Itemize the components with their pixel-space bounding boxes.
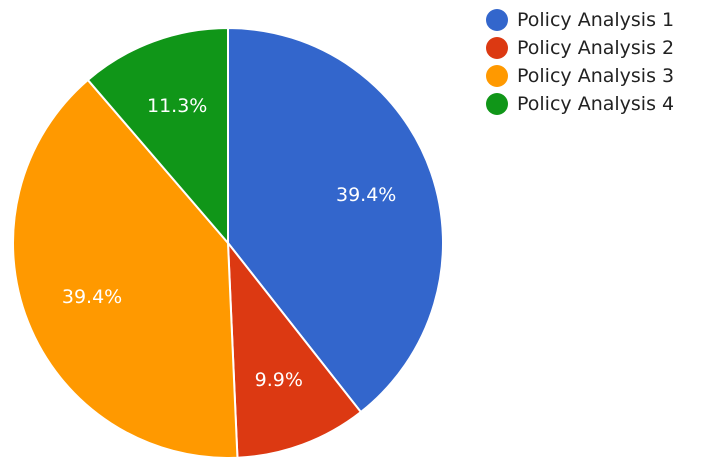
legend-item-2[interactable]: Policy Analysis 2	[486, 37, 674, 59]
legend-item-3[interactable]: Policy Analysis 3	[486, 65, 674, 87]
legend-label-1: Policy Analysis 1	[517, 9, 674, 31]
slice-label-2: 9.9%	[255, 369, 303, 391]
pie-slice-3[interactable]	[12, 78, 239, 457]
legend-swatch-4	[486, 93, 508, 115]
legend-label-4: Policy Analysis 4	[517, 93, 674, 115]
slice-label-1: 39.4%	[336, 184, 396, 206]
slice-label-3: 39.4%	[62, 286, 122, 308]
legend-swatch-1	[486, 9, 508, 31]
legend-item-4[interactable]: Policy Analysis 4	[486, 93, 674, 115]
legend-swatch-2	[486, 37, 508, 59]
pie-slice-labels: 39.4% 9.9% 39.4% 11.3%	[62, 95, 396, 391]
legend: Policy Analysis 1 Policy Analysis 2 Policy…	[486, 9, 674, 115]
legend-label-2: Policy Analysis 2	[517, 37, 674, 59]
legend-item-1[interactable]: Policy Analysis 1	[486, 9, 674, 31]
pie-slices	[12, 26, 444, 457]
legend-swatch-3	[486, 65, 508, 87]
pie-slice-1[interactable]	[227, 26, 444, 414]
pie-slice-2[interactable]	[226, 239, 363, 457]
slice-label-4: 11.3%	[147, 95, 207, 117]
pie-slice-4[interactable]	[86, 26, 229, 246]
legend-label-3: Policy Analysis 3	[517, 65, 674, 87]
